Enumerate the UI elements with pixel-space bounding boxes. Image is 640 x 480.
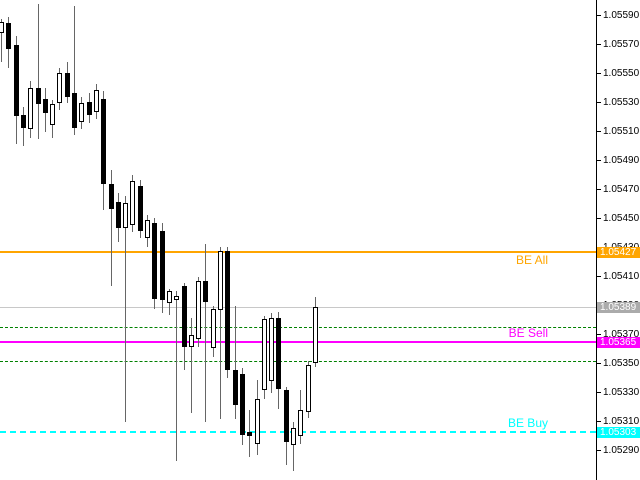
price-tick-label: 1.05350 xyxy=(603,358,640,370)
be-upper-stop-line[interactable] xyxy=(0,327,596,329)
be-buy-line[interactable] xyxy=(0,431,596,434)
price-tick xyxy=(596,334,601,336)
be-all-label: BE All xyxy=(515,253,548,268)
be-all-line[interactable] xyxy=(0,251,596,254)
candle-body-bull xyxy=(145,220,150,238)
candle-body-bear xyxy=(35,88,41,105)
be-buy-price-badge[interactable]: 1.05303 xyxy=(597,426,640,438)
candle-body-bear xyxy=(42,98,48,114)
candle-body-bull xyxy=(57,72,63,103)
candle-wick xyxy=(293,421,294,472)
candle-body-bear xyxy=(137,185,143,231)
be-sell-price-badge[interactable]: 1.05365 xyxy=(597,336,640,348)
candle-body-bear xyxy=(283,390,289,443)
price-tick xyxy=(596,421,601,423)
candle-body-bear xyxy=(108,184,114,209)
candle-body-bull xyxy=(166,291,172,304)
candle-body-bear xyxy=(13,44,19,116)
candle-body-bull xyxy=(305,365,311,412)
candle-body-bull xyxy=(196,281,202,340)
candle-wick xyxy=(205,243,207,422)
candle-wick xyxy=(220,246,221,420)
candle-body-bull xyxy=(130,181,136,225)
price-tick-label: 1.05310 xyxy=(603,416,640,428)
candle-body-bull xyxy=(261,319,267,391)
candle-body-bull xyxy=(93,89,99,112)
price-tick xyxy=(596,73,601,75)
candle-body-bull xyxy=(188,334,194,347)
candle-body-bear xyxy=(20,114,26,128)
candle-wick xyxy=(234,305,236,420)
bid-line xyxy=(0,306,596,308)
candle-body-bull xyxy=(28,88,34,130)
candle-body-bull xyxy=(0,21,4,34)
price-tick-label: 1.05570 xyxy=(603,39,640,51)
candle-body-bear xyxy=(152,223,158,299)
candle-wick xyxy=(110,169,112,286)
price-tick-label: 1.05330 xyxy=(603,387,640,399)
candle-wick xyxy=(125,195,127,422)
price-tick-label: 1.05470 xyxy=(603,184,640,196)
price-tick-label: 1.05290 xyxy=(603,445,640,457)
candle-body-bull xyxy=(298,410,304,437)
candle-wick xyxy=(176,291,178,462)
price-axis-line xyxy=(596,0,597,480)
candle-wick xyxy=(37,4,39,140)
price-tick xyxy=(596,276,601,278)
candle-body-bull xyxy=(291,427,296,446)
price-tick xyxy=(596,363,601,365)
candle-body-bear xyxy=(239,374,245,436)
price-tick xyxy=(596,160,601,162)
candle-body-bear xyxy=(6,23,12,50)
candle-wick xyxy=(74,5,75,135)
candle-body-bear xyxy=(225,250,231,370)
bid-price-badge: 1.05389 xyxy=(597,301,640,313)
be-all-price-badge[interactable]: 1.05427 xyxy=(597,246,640,258)
candle-body-bear xyxy=(115,201,121,228)
price-tick-label: 1.05590 xyxy=(603,10,640,22)
candle-body-bull xyxy=(218,250,223,311)
candle-body-bear xyxy=(64,72,70,98)
candle-body-bull xyxy=(79,102,85,122)
candle-body-bear xyxy=(159,230,165,301)
price-tick xyxy=(596,189,601,191)
price-tick-label: 1.05490 xyxy=(603,155,640,167)
candle-wick xyxy=(1,18,2,63)
price-tick xyxy=(596,15,601,17)
price-tick xyxy=(596,218,601,220)
price-tick xyxy=(596,392,601,394)
candle-body-bear xyxy=(72,92,77,128)
candle-body-bull xyxy=(210,308,216,349)
candle-body-bear xyxy=(203,281,209,302)
candle-body-bear xyxy=(181,285,187,347)
candle-body-bull xyxy=(50,104,56,125)
be-sell-label: BE Sell xyxy=(508,326,548,341)
candle-body-bear xyxy=(101,98,107,185)
candle-wick xyxy=(190,317,192,414)
candle-body-bull xyxy=(174,295,180,301)
candle-body-bull xyxy=(123,203,129,228)
be-buy-label: BE Buy xyxy=(507,416,548,431)
plot-area[interactable]: BE All BE Sell BE Buy xyxy=(0,0,596,480)
price-tick-label: 1.05450 xyxy=(603,213,640,225)
candle-body-bull xyxy=(254,398,260,444)
price-tick-label: 1.05510 xyxy=(603,126,640,138)
price-tick-label: 1.05370 xyxy=(603,329,640,341)
candle-body-bear xyxy=(86,101,92,115)
be-lower-stop-line[interactable] xyxy=(0,360,596,362)
candle-body-bull xyxy=(312,307,318,363)
candle-body-bull xyxy=(269,317,275,382)
price-tick-label: 1.05410 xyxy=(603,271,640,283)
price-tick xyxy=(596,102,601,104)
price-tick-label: 1.05530 xyxy=(603,97,640,109)
price-tick-label: 1.05550 xyxy=(603,68,640,80)
candle-body-bear xyxy=(247,432,253,437)
be-sell-line[interactable] xyxy=(0,341,596,344)
candle-body-bear xyxy=(232,369,238,405)
price-tick xyxy=(596,44,601,46)
price-tick xyxy=(596,450,601,452)
price-tick xyxy=(596,131,601,133)
candle-body-bear xyxy=(276,317,282,389)
